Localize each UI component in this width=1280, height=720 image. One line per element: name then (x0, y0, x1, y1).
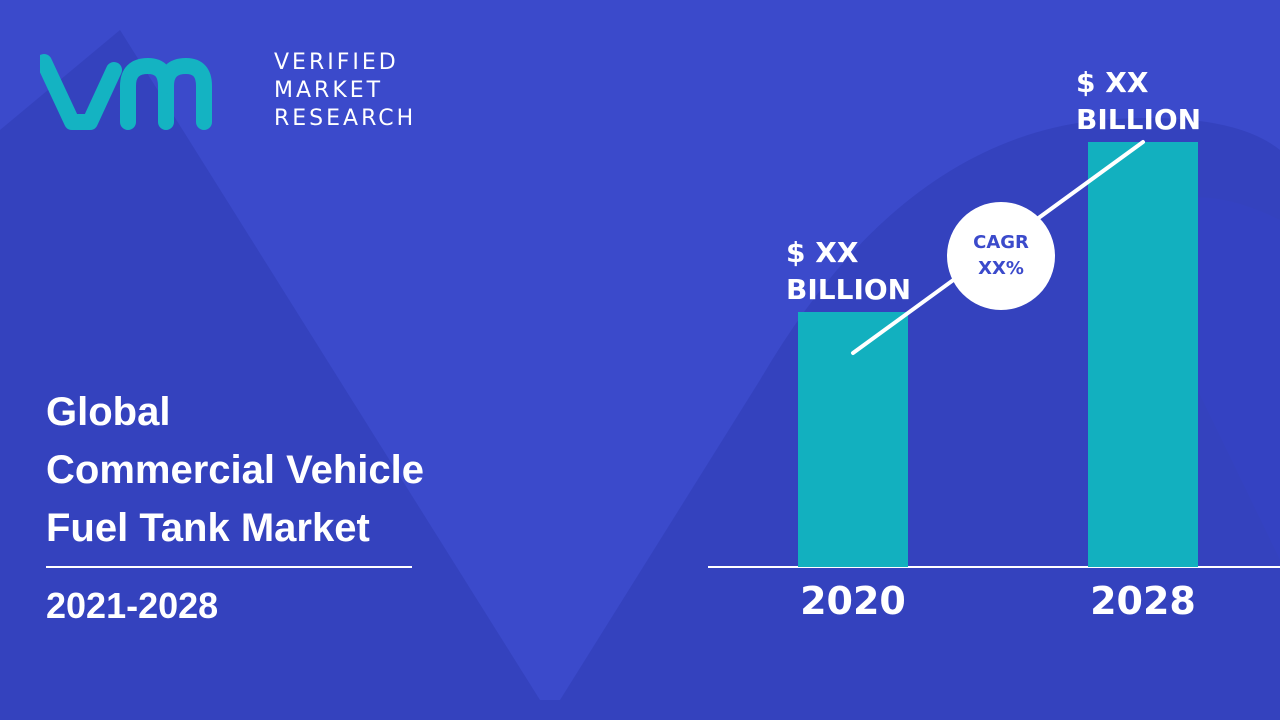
data-label-2028-amount: $ XX (1076, 66, 1149, 99)
logo-word-research: RESEARCH (274, 106, 417, 131)
bar-2028 (1088, 142, 1198, 567)
cagr-badge: CAGR XX% (947, 202, 1055, 310)
vmr-logo-mark-icon (36, 54, 212, 130)
logo-word-market: MARKET (274, 78, 384, 103)
x-tick-label-2028: 2028 (1090, 579, 1196, 623)
cagr-circle (947, 202, 1055, 310)
x-tick-label-2020: 2020 (800, 579, 906, 623)
cagr-label: CAGR (973, 232, 1029, 253)
logo-word-verified: VERIFIED (274, 50, 399, 75)
data-label-2020-amount: $ XX (786, 236, 859, 269)
bar-2020 (798, 312, 908, 567)
title-line-2: Commercial Vehicle (46, 448, 424, 492)
forecast-period: 2021-2028 (46, 585, 219, 626)
company-logo: VERIFIED MARKET RESEARCH (36, 48, 413, 138)
data-label-2020-unit: BILLION (786, 273, 911, 306)
background-shape (0, 30, 1280, 720)
cagr-value: XX% (978, 258, 1024, 279)
title-line-3: Fuel Tank Market (46, 506, 370, 550)
title-divider (46, 566, 412, 568)
data-label-2028-unit: BILLION (1076, 103, 1201, 136)
title-line-1: Global (46, 390, 171, 434)
